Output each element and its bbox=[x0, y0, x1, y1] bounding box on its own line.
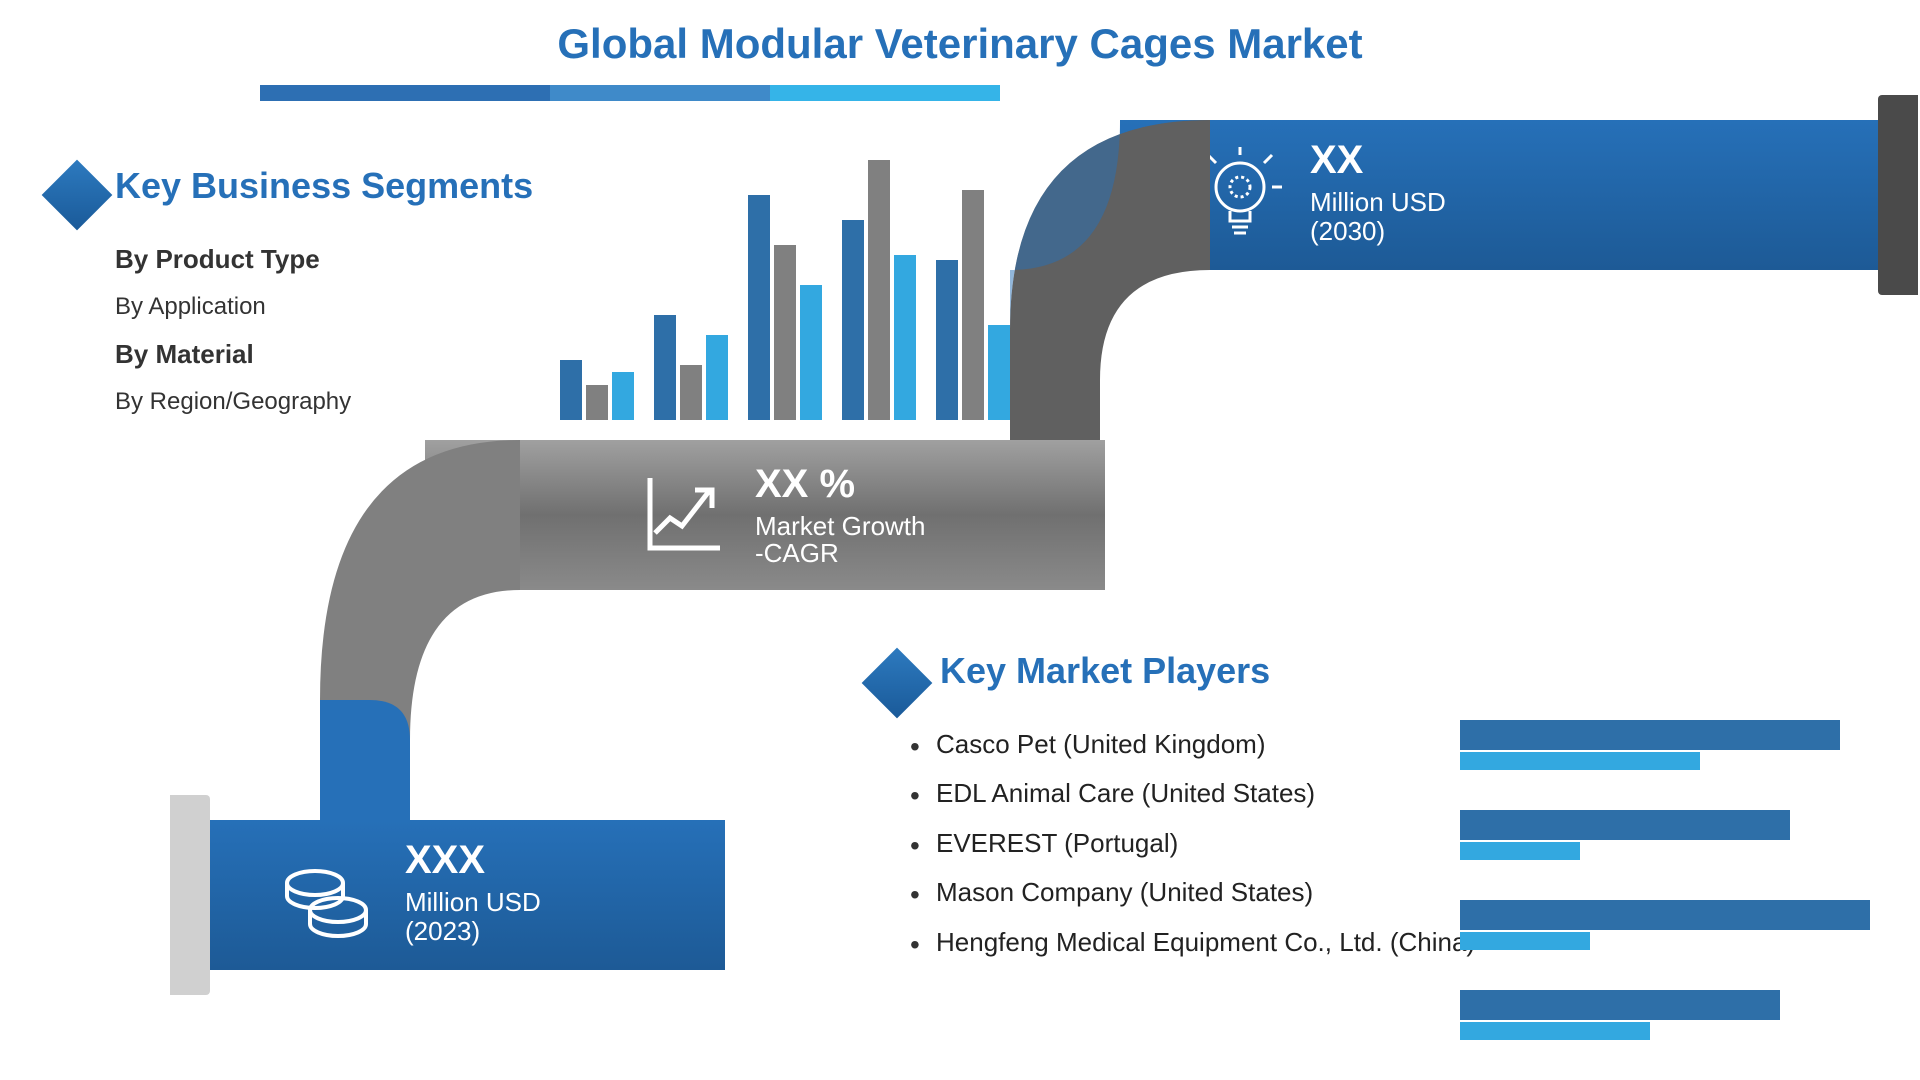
bar bbox=[706, 335, 728, 420]
hbar-fg bbox=[1460, 1022, 1650, 1040]
hbar-bg bbox=[1460, 900, 1870, 930]
bar-group bbox=[654, 315, 728, 420]
hbar-row bbox=[1460, 900, 1880, 930]
hbar-bg bbox=[1460, 810, 1790, 840]
ribbon-growth: XX % Market Growth -CAGR bbox=[425, 440, 1105, 590]
players-header: Key Market Players bbox=[940, 650, 1270, 692]
ribbon-2030: XX Million USD (2030) bbox=[1120, 120, 1900, 270]
hbar-fg bbox=[1460, 752, 1700, 770]
hbar-fg bbox=[1460, 842, 1580, 860]
value-2023: XXX bbox=[405, 838, 541, 883]
player-item: EVEREST (Portugal) bbox=[910, 819, 1475, 868]
hbar-bg bbox=[1460, 990, 1780, 1020]
ribbon-curve-bottom bbox=[320, 440, 520, 860]
bar bbox=[868, 160, 890, 420]
growth-label2: -CAGR bbox=[755, 538, 926, 569]
bar-chart bbox=[560, 150, 990, 420]
chart-up-icon bbox=[640, 468, 730, 558]
bar-group bbox=[748, 195, 822, 420]
segment-item: By Material bbox=[115, 330, 351, 379]
bar bbox=[800, 285, 822, 420]
segment-item: By Application bbox=[115, 284, 351, 330]
hbar-chart bbox=[1460, 720, 1880, 1080]
segment-item: By Region/Geography bbox=[115, 379, 351, 425]
bar-group bbox=[560, 360, 634, 420]
player-item: Mason Company (United States) bbox=[910, 868, 1475, 917]
ribbon-fold-right bbox=[1878, 95, 1918, 295]
bar bbox=[748, 195, 770, 420]
bar bbox=[988, 325, 1010, 420]
hbar-row bbox=[1460, 810, 1880, 840]
bar bbox=[774, 245, 796, 420]
bar bbox=[560, 360, 582, 420]
bar bbox=[962, 190, 984, 420]
segments-header: Key Business Segments bbox=[115, 165, 533, 207]
bar bbox=[894, 255, 916, 420]
bar bbox=[612, 372, 634, 420]
year-2023: (2023) bbox=[405, 916, 480, 946]
ribbon-fold-left bbox=[170, 795, 210, 995]
bar bbox=[586, 385, 608, 420]
hbar-fg bbox=[1460, 932, 1590, 950]
page-title: Global Modular Veterinary Cages Market bbox=[557, 20, 1362, 68]
unit-2023: Million USD bbox=[405, 887, 541, 917]
hbar-bg bbox=[1460, 720, 1840, 750]
year-2030: (2030) bbox=[1310, 216, 1385, 246]
bar bbox=[680, 365, 702, 420]
diamond-icon bbox=[42, 160, 113, 231]
coins-icon bbox=[280, 848, 380, 948]
bar-group bbox=[936, 190, 1010, 420]
hbar-row bbox=[1460, 990, 1880, 1020]
bar bbox=[842, 220, 864, 420]
bar bbox=[654, 315, 676, 420]
value-2030: XX bbox=[1310, 138, 1446, 183]
growth-value: XX % bbox=[755, 462, 926, 507]
ribbon-2023: XXX Million USD (2023) bbox=[195, 820, 725, 970]
player-item: EDL Animal Care (United States) bbox=[910, 769, 1475, 818]
bar bbox=[936, 260, 958, 420]
player-item: Casco Pet (United Kingdom) bbox=[910, 720, 1475, 769]
hbar-row bbox=[1460, 720, 1880, 750]
title-underline bbox=[260, 85, 1000, 101]
ribbon-curve-top bbox=[1010, 120, 1210, 480]
segments-list: By Product TypeBy ApplicationBy Material… bbox=[115, 235, 351, 425]
player-item: Hengfeng Medical Equipment Co., Ltd. (Ch… bbox=[910, 918, 1475, 967]
players-list: Casco Pet (United Kingdom)EDL Animal Car… bbox=[910, 720, 1475, 967]
unit-2030: Million USD bbox=[1310, 187, 1446, 217]
bar-group bbox=[842, 160, 916, 420]
diamond-icon bbox=[862, 648, 933, 719]
segment-item: By Product Type bbox=[115, 235, 351, 284]
